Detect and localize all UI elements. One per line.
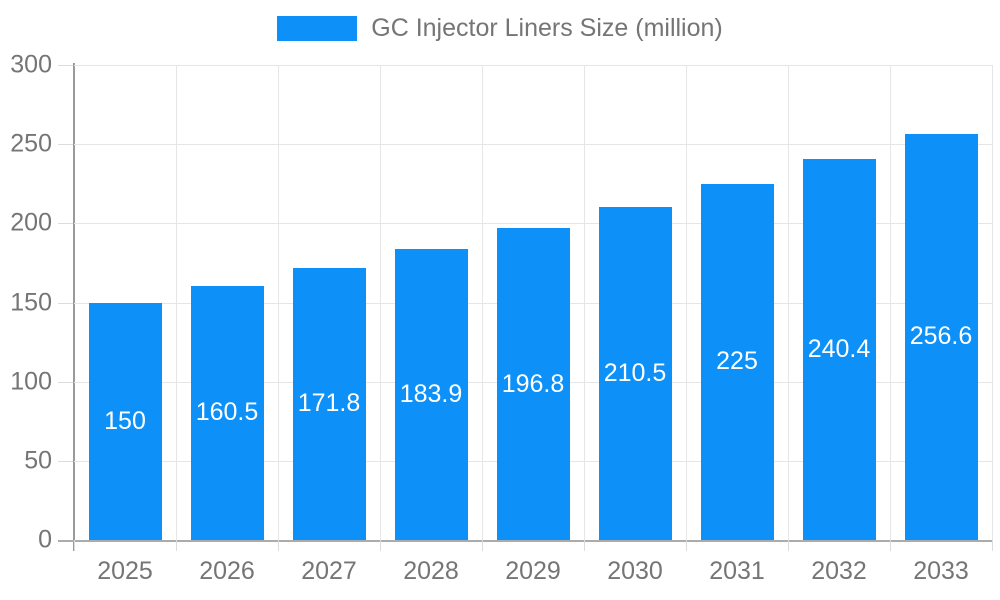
x-axis-label-2026: 2026 bbox=[199, 557, 255, 585]
y-tick-mark bbox=[58, 460, 74, 462]
x-tick-mark bbox=[74, 540, 75, 551]
y-axis-line bbox=[73, 63, 75, 551]
y-tick-mark bbox=[58, 223, 74, 225]
x-axis-line bbox=[58, 540, 992, 542]
x-axis-label-2025: 2025 bbox=[97, 557, 153, 585]
y-tick-mark bbox=[58, 144, 74, 146]
x-axis-label-2028: 2028 bbox=[403, 557, 459, 585]
gridline-vertical bbox=[176, 65, 177, 540]
x-tick-mark bbox=[176, 540, 177, 551]
gridline-vertical bbox=[686, 65, 687, 540]
bar-2028[interactable]: 183.9 bbox=[394, 248, 468, 540]
x-axis-label-2029: 2029 bbox=[505, 557, 561, 585]
gridline-vertical bbox=[788, 65, 789, 540]
y-axis-tick-label: 150 bbox=[10, 288, 52, 316]
y-axis-tick-label: 100 bbox=[10, 367, 52, 396]
y-tick-mark bbox=[58, 65, 74, 66]
bar-value-label: 171.8 bbox=[297, 389, 361, 418]
x-axis-label-2031: 2031 bbox=[709, 557, 765, 585]
bar-value-label: 256.6 bbox=[909, 322, 973, 351]
bar-value-label: 183.9 bbox=[399, 379, 463, 408]
x-axis-label-2030: 2030 bbox=[607, 557, 663, 585]
gridline-vertical bbox=[278, 65, 279, 540]
x-axis-label-2033: 2033 bbox=[913, 557, 969, 585]
plot-area: 150 160.5 171.8 183.9 196.8 210.5 225 240.4 256.… bbox=[58, 63, 993, 551]
x-tick-mark bbox=[584, 540, 585, 551]
y-axis-tick-label: 50 bbox=[24, 446, 52, 475]
y-axis-tick-label: 0 bbox=[38, 525, 52, 554]
y-tick-mark bbox=[58, 302, 74, 304]
gridline-vertical bbox=[992, 65, 993, 540]
gridline-horizontal bbox=[74, 223, 992, 225]
bar-2027[interactable]: 171.8 bbox=[292, 267, 366, 540]
x-tick-mark bbox=[686, 540, 687, 551]
x-tick-mark bbox=[380, 540, 381, 551]
x-tick-mark bbox=[992, 540, 993, 551]
bar-2032[interactable]: 240.4 bbox=[802, 159, 876, 540]
gridline-vertical bbox=[482, 65, 483, 540]
x-tick-mark bbox=[482, 540, 483, 551]
legend-swatch-icon bbox=[277, 16, 358, 41]
bar-value-label: 150 bbox=[104, 406, 146, 435]
bar-2033[interactable]: 256.6 bbox=[904, 133, 978, 540]
bar-value-label: 225 bbox=[716, 347, 758, 376]
gridline-vertical bbox=[584, 65, 585, 540]
legend-label: GC Injector Liners Size (million) bbox=[371, 14, 723, 42]
x-tick-mark bbox=[278, 540, 279, 551]
x-axis-label-2027: 2027 bbox=[301, 557, 357, 585]
bar-2031[interactable]: 225 bbox=[700, 183, 774, 540]
x-axis-label-2032: 2032 bbox=[811, 557, 867, 585]
gridline-vertical bbox=[380, 65, 381, 540]
bar-value-label: 240.4 bbox=[807, 335, 871, 364]
gridline-horizontal bbox=[74, 144, 992, 146]
legend[interactable]: GC Injector Liners Size (million) bbox=[0, 16, 1000, 41]
bar-value-label: 160.5 bbox=[195, 398, 259, 427]
bar-2029[interactable]: 196.8 bbox=[496, 228, 570, 540]
y-axis-tick-label: 300 bbox=[10, 50, 52, 79]
x-tick-mark bbox=[788, 540, 789, 551]
y-tick-mark bbox=[58, 381, 74, 383]
y-axis-tick-label: 200 bbox=[10, 208, 52, 237]
gridline-horizontal bbox=[74, 65, 992, 66]
bar-2026[interactable]: 160.5 bbox=[190, 285, 264, 540]
gridline-vertical bbox=[890, 65, 891, 540]
bar-2025[interactable]: 150 bbox=[88, 302, 162, 540]
bar-value-label: 196.8 bbox=[501, 369, 565, 398]
bar-2030[interactable]: 210.5 bbox=[598, 206, 672, 540]
y-axis-tick-label: 250 bbox=[10, 129, 52, 158]
bar-value-label: 210.5 bbox=[603, 358, 667, 387]
x-tick-mark bbox=[890, 540, 891, 551]
